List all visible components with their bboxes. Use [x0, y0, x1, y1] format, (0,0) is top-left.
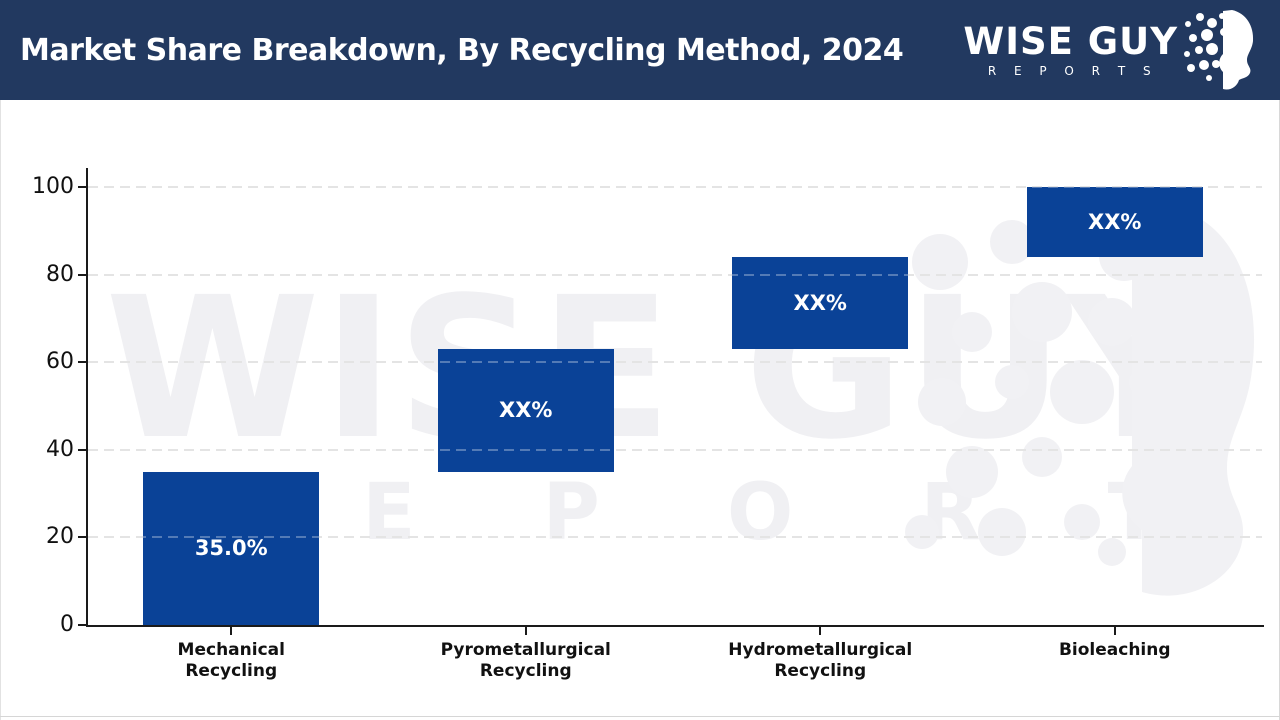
- brand-face-icon: [1184, 10, 1254, 90]
- bottom-rule: [0, 716, 1280, 717]
- x-category-label: Mechanical Recycling: [177, 640, 285, 681]
- bar-value-label: XX%: [793, 291, 847, 316]
- bar-mechanical-recycling: 35.0%: [143, 471, 320, 625]
- bar-hydrometallurgical-recycling: XX%: [732, 257, 909, 350]
- brand-subtitle: R E P O R T S: [987, 63, 1158, 78]
- gridline-80: [88, 273, 1262, 276]
- y-tick-20: [78, 536, 86, 539]
- bar-value-label: XX%: [1088, 210, 1142, 235]
- gridline-60: [88, 361, 1262, 364]
- bar-value-label: XX%: [499, 398, 553, 423]
- y-tick-60: [78, 361, 86, 364]
- x-category-label: Hydrometallurgical Recycling: [728, 640, 913, 681]
- header-bar: Market Share Breakdown, By Recycling Met…: [0, 0, 1280, 100]
- x-tick-2: [524, 627, 527, 635]
- gridline-60: [88, 361, 1262, 364]
- y-tick-80: [78, 273, 86, 276]
- gridline-80: [88, 273, 1262, 276]
- gridline-100: [88, 186, 1262, 188]
- gridline-20: [88, 536, 1262, 539]
- gridline-100: [88, 186, 1262, 188]
- y-tick-label-100: 100: [32, 174, 74, 199]
- y-axis-line: [86, 168, 88, 627]
- bar-bioleaching: XX%: [1026, 187, 1203, 258]
- bar-value-label: 35.0%: [194, 536, 268, 561]
- y-tick-100: [78, 186, 86, 188]
- x-category-label: Pyrometallurgical Recycling: [440, 640, 611, 681]
- x-tick-1: [230, 627, 233, 635]
- x-tick-4: [1113, 627, 1116, 635]
- y-tick-40: [78, 448, 86, 451]
- y-tick-label-20: 20: [46, 524, 74, 550]
- y-tick-label-0: 0: [60, 612, 74, 637]
- x-tick-3: [819, 627, 822, 635]
- chart-title: Market Share Breakdown, By Recycling Met…: [20, 32, 904, 68]
- gridline-40: [88, 448, 1262, 451]
- gridline-40: [88, 448, 1262, 451]
- brand-logo: WISE GUY R E P O R T S: [963, 8, 1280, 92]
- brand-name: WISE GUY: [963, 19, 1178, 63]
- y-tick-label-60: 60: [46, 349, 74, 375]
- x-category-label: Bioleaching: [1058, 640, 1171, 660]
- y-tick-label-80: 80: [46, 261, 74, 287]
- y-tick-0: [78, 624, 86, 626]
- bar-pyrometallurgical-recycling: XX%: [437, 349, 614, 472]
- gridline-20: [88, 536, 1262, 539]
- y-tick-label-40: 40: [46, 436, 74, 462]
- brand-logo-text: WISE GUY R E P O R T S: [963, 19, 1178, 78]
- x-axis-line: [86, 625, 1264, 627]
